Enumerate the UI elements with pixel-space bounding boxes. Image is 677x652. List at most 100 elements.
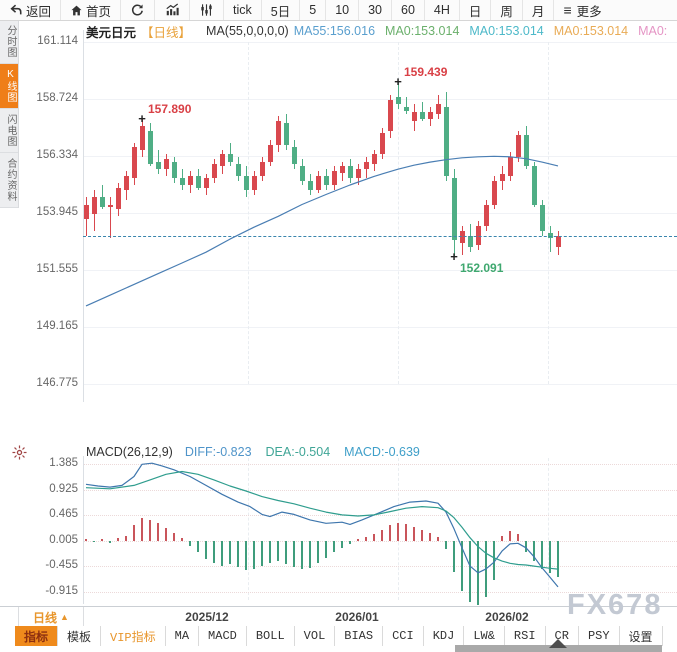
candle-body	[300, 166, 305, 181]
candle-body	[380, 132, 385, 155]
macd-histogram-bar	[381, 529, 383, 542]
refresh-button[interactable]	[121, 0, 156, 20]
drawer-handle[interactable]	[455, 639, 662, 652]
sidebar-item-2[interactable]: 闪电图	[0, 109, 18, 153]
home-button[interactable]: 首页	[61, 0, 122, 20]
candle-body	[84, 204, 89, 219]
cross-marker: +	[138, 110, 146, 126]
chart-style-button[interactable]	[155, 0, 191, 20]
macd-histogram-bar	[245, 541, 247, 571]
period-button-4[interactable]: 60	[392, 0, 425, 20]
candle-body	[252, 175, 257, 191]
back-button[interactable]: 返回	[0, 0, 62, 20]
macd-histogram-bar	[101, 538, 103, 542]
candle-body	[196, 175, 201, 188]
period-tick-button[interactable]: tick	[224, 0, 262, 20]
tab-11[interactable]: RSI	[505, 626, 546, 646]
macd-header: MACD(26,12,9) DIFF:-0.823 DEA:-0.504 MACD:…	[86, 444, 677, 459]
macd-legend-0: DIFF:-0.823	[184, 444, 252, 459]
tab-1[interactable]: 模板	[58, 626, 102, 646]
main-y-axis-label: 161.114	[37, 35, 78, 47]
macd-histogram-bar	[333, 541, 335, 553]
macd-legend: DIFF:-0.823 DEA:-0.504 MACD:-0.639	[185, 445, 420, 459]
macd-histogram-bar	[205, 541, 207, 559]
main-gridline	[83, 42, 677, 43]
tab-14[interactable]: 设置	[620, 626, 663, 646]
period-button-6[interactable]: 日	[460, 0, 492, 20]
macd-histogram-bar	[269, 541, 271, 564]
main-gridline	[83, 384, 677, 385]
macd-histogram-bar	[253, 541, 255, 569]
month-gridline	[548, 458, 549, 600]
sidebar-item-1[interactable]: K线图	[0, 64, 18, 109]
candle-body	[244, 175, 249, 191]
tab-5[interactable]: BOLL	[247, 626, 295, 646]
period-button-8[interactable]: 月	[523, 0, 555, 20]
period-button-5[interactable]: 4H	[425, 0, 460, 20]
period-button-2[interactable]: 10	[326, 0, 360, 20]
bottom-strip	[0, 646, 677, 652]
candle-body	[420, 111, 425, 119]
sliders-icon	[201, 4, 212, 16]
candle-body	[188, 175, 193, 186]
macd-histogram-bar	[229, 541, 231, 565]
candle-body	[500, 173, 505, 181]
timeframe-selector[interactable]: 日线 ▲	[18, 607, 84, 627]
macd-histogram-bar	[413, 526, 415, 542]
ma-value-0: MA55:156.016	[293, 24, 376, 38]
sidebar-item-3[interactable]: 合约资料	[0, 153, 18, 208]
candle-body	[316, 175, 321, 191]
tab-7[interactable]: BIAS	[335, 626, 384, 646]
candle-body	[92, 197, 97, 215]
watermark: FX678	[567, 589, 663, 621]
price-annotation: 159.439	[404, 64, 448, 79]
period-tag: 【日线】	[141, 25, 192, 40]
macd-histogram-bar	[173, 533, 175, 542]
macd-histogram-bar	[357, 538, 359, 542]
period-button-1[interactable]: 5	[300, 0, 327, 20]
home-label: 首页	[86, 4, 112, 19]
refresh-icon	[131, 3, 143, 16]
tab-4[interactable]: MACD	[199, 626, 247, 646]
macd-y-axis-label: 0.465	[49, 508, 78, 521]
tab-6[interactable]: VOL	[295, 626, 336, 646]
tab-8[interactable]: CCI	[383, 626, 424, 646]
tab-9[interactable]: KDJ	[424, 626, 465, 646]
tab-0[interactable]: 指标	[15, 626, 59, 646]
period-button-3[interactable]: 30	[359, 0, 392, 20]
main-y-axis-label: 156.334	[36, 149, 78, 161]
candle-body	[140, 125, 145, 150]
candle-body	[556, 235, 561, 248]
macd-y-axis-label: 0.925	[49, 482, 78, 495]
macd-histogram-bar	[469, 541, 471, 603]
candle-body	[172, 161, 177, 179]
macd-histogram-bar	[405, 524, 407, 542]
macd-histogram-bar	[493, 541, 495, 581]
period-button-7[interactable]: 周	[491, 0, 523, 20]
macd-histogram-bar	[453, 541, 455, 572]
candle-body	[116, 187, 121, 210]
main-gridline	[83, 156, 677, 157]
tick-label: tick	[233, 3, 252, 17]
tab-10[interactable]: LW&	[464, 626, 505, 646]
macd-y-axis-label: 0.005	[49, 533, 78, 546]
indicator-settings-icon[interactable]	[12, 445, 27, 460]
main-y-axis-label: 153.945	[36, 205, 78, 218]
macd-histogram-bar	[85, 539, 87, 542]
macd-histogram-bar	[509, 531, 511, 542]
tab-3[interactable]: MA	[166, 626, 200, 646]
more-button[interactable]: ≡ 更多	[554, 0, 610, 20]
indicator-adjust-button[interactable]	[190, 0, 225, 20]
tab-2[interactable]: VIP指标	[101, 626, 166, 646]
macd-histogram-bar	[389, 525, 391, 542]
back-label: 返回	[26, 4, 52, 19]
period-button-0[interactable]: 5日	[262, 0, 301, 20]
candle-body	[284, 123, 289, 145]
sidebar-item-0[interactable]: 分时图	[0, 20, 18, 64]
tab-13[interactable]: PSY	[579, 626, 620, 646]
candle-body	[220, 154, 225, 167]
macd-legend-2: MACD:-0.639	[344, 444, 420, 459]
main-y-axis-label: 146.775	[36, 377, 78, 389]
macd-histogram-bar	[429, 533, 431, 542]
